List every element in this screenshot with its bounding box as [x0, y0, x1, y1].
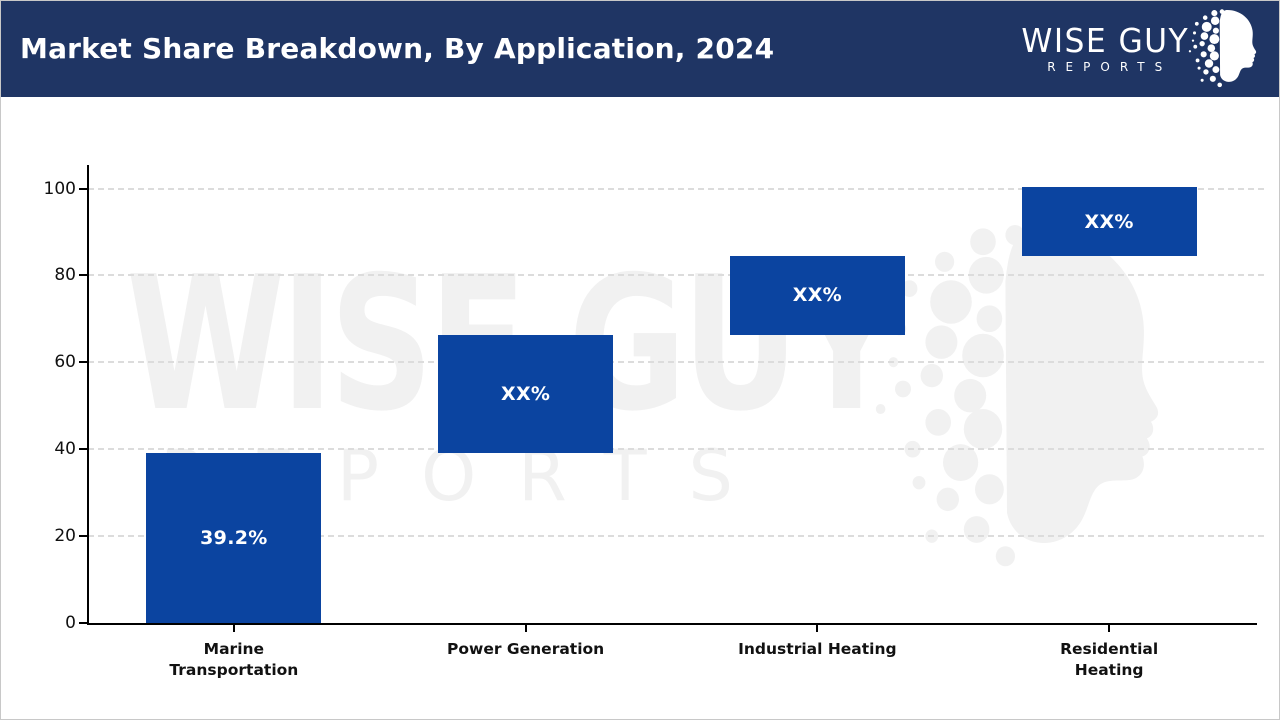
- logo-subtext: REPORTS: [1047, 60, 1173, 74]
- y-tick-mark: [79, 274, 88, 277]
- y-tick-label: 60: [54, 352, 76, 373]
- logo-text: WISE GUY REPORTS: [1017, 24, 1194, 73]
- y-tick-mark: [79, 448, 88, 451]
- y-axis-line: [87, 164, 89, 625]
- bar-value-label: 39.2%: [200, 526, 268, 549]
- bar-segment: XX%: [1021, 187, 1197, 256]
- x-category-label: Power Generation: [447, 640, 605, 658]
- x-category-label: Industrial Heating: [738, 640, 897, 658]
- x-tick-mark: [1108, 625, 1111, 632]
- page-title: Market Share Breakdown, By Application, …: [20, 32, 775, 65]
- header: Market Share Breakdown, By Application, …: [0, 0, 1280, 97]
- y-tick-label: 80: [54, 265, 76, 286]
- y-tick-mark: [79, 535, 88, 538]
- y-gridline: [88, 535, 1264, 538]
- bar-value-label: XX%: [792, 284, 842, 307]
- y-gridline: [88, 274, 1264, 277]
- y-tick-label: 40: [54, 439, 76, 460]
- x-tick-mark: [232, 625, 235, 632]
- y-gridline: [88, 361, 1264, 364]
- x-tick-mark: [524, 625, 527, 632]
- y-tick-label: 20: [54, 526, 76, 547]
- y-tick-mark: [79, 361, 88, 364]
- y-tick-label: 100: [43, 178, 76, 199]
- x-category-label: Residential Heating: [1060, 640, 1159, 679]
- y-tick-mark: [79, 187, 88, 190]
- y-gridline: [88, 187, 1264, 190]
- y-tick-label: 0: [65, 613, 76, 633]
- x-tick-mark: [816, 625, 819, 632]
- bar-segment: XX%: [729, 255, 905, 335]
- bar-value-label: XX%: [501, 382, 551, 405]
- y-tick-mark: [79, 622, 88, 624]
- y-gridline: [88, 448, 1264, 451]
- bar-value-label: XX%: [1084, 210, 1134, 233]
- bar-segment: XX%: [438, 334, 614, 453]
- bar-segment: 39.2%: [146, 452, 322, 623]
- x-axis-line: [87, 623, 1257, 625]
- brand-logo: WISE GUY REPORTS: [1017, 7, 1280, 91]
- x-category-label: Marine Transportation: [169, 640, 299, 679]
- logo-wordmark: WISE GUY: [1021, 21, 1190, 60]
- logo-face-icon: [1188, 8, 1257, 87]
